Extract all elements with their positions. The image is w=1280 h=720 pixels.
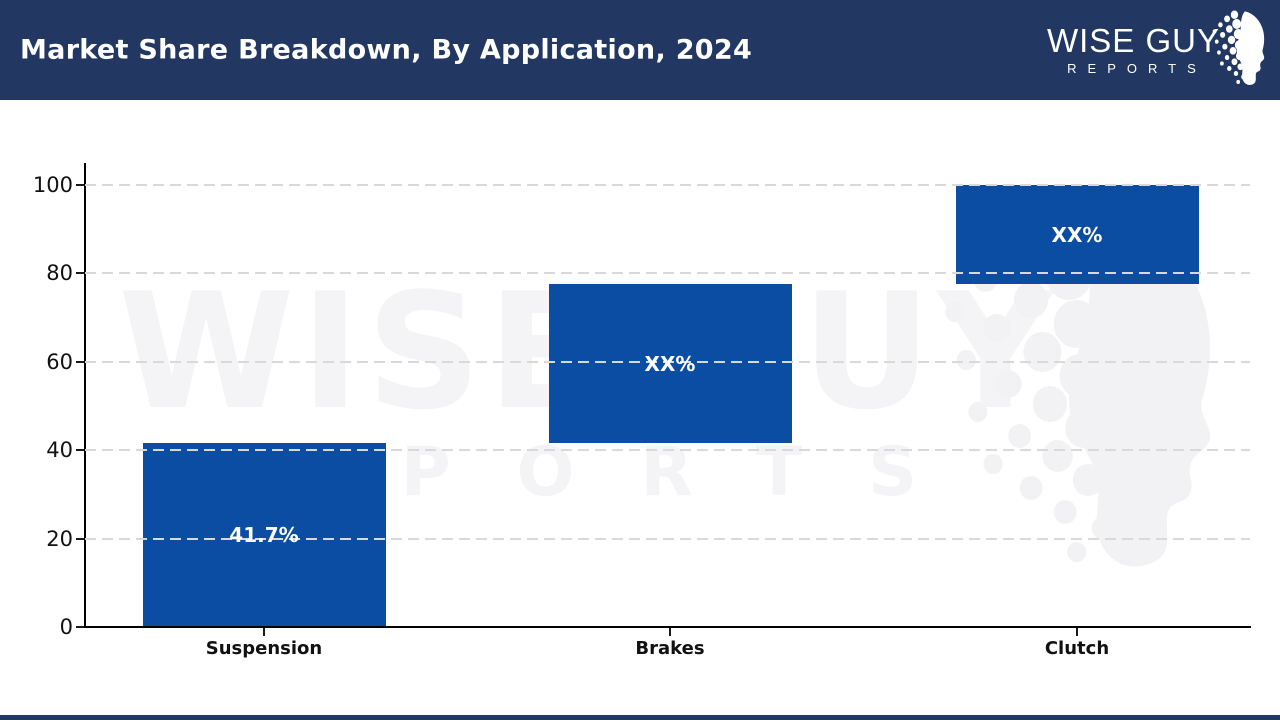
y-tick-label-60: 60 <box>46 350 73 374</box>
gridline-80 <box>85 272 1250 274</box>
chart-title: Market Share Breakdown, By Application, … <box>20 34 753 66</box>
y-tick-mark-60 <box>76 361 84 363</box>
y-tick-mark-100 <box>76 184 84 186</box>
gridline-60 <box>85 361 1250 363</box>
logo-wordmark-line1: WISE GUY <box>1046 22 1220 59</box>
gridline-20 <box>85 538 1250 540</box>
x-tick-label-brakes: Brakes <box>635 638 705 659</box>
y-tick-label-0: 0 <box>59 615 73 639</box>
x-axis-line <box>84 626 1251 628</box>
x-tick-mark-brakes <box>669 628 671 636</box>
gridline-40 <box>85 449 1250 451</box>
bar-value-label-suspension: 41.7% <box>229 523 299 547</box>
y-tick-label-20: 20 <box>46 527 73 551</box>
y-tick-mark-20 <box>76 538 84 540</box>
bar-value-label-brakes: XX% <box>644 352 696 376</box>
logo-face-icon <box>1196 8 1270 92</box>
y-tick-label-100: 100 <box>32 173 73 197</box>
x-tick-mark-suspension <box>263 628 265 636</box>
bar-brakes <box>548 284 792 443</box>
logo-wordmark-line2: REPORTS <box>1067 61 1207 76</box>
header-bar: Market Share Breakdown, By Application, … <box>0 0 1280 100</box>
bar-value-label-clutch: XX% <box>1051 223 1103 247</box>
y-tick-label-40: 40 <box>46 438 73 462</box>
wise-guy-reports-logo: WISE GUY REPORTS <box>1047 6 1270 94</box>
x-tick-mark-clutch <box>1076 628 1078 636</box>
y-tick-mark-40 <box>76 449 84 451</box>
x-tick-label-suspension: Suspension <box>205 638 323 659</box>
footer-bar <box>0 715 1280 720</box>
logo-wordmark: WISE GUY REPORTS <box>1046 22 1220 77</box>
y-axis-line <box>84 163 86 628</box>
y-tick-mark-0 <box>76 626 84 628</box>
gridline-100 <box>85 184 1250 186</box>
y-tick-mark-80 <box>76 272 84 274</box>
y-tick-label-80: 80 <box>46 261 73 285</box>
bar-suspension <box>142 443 386 627</box>
x-tick-label-clutch: Clutch <box>1044 638 1110 659</box>
